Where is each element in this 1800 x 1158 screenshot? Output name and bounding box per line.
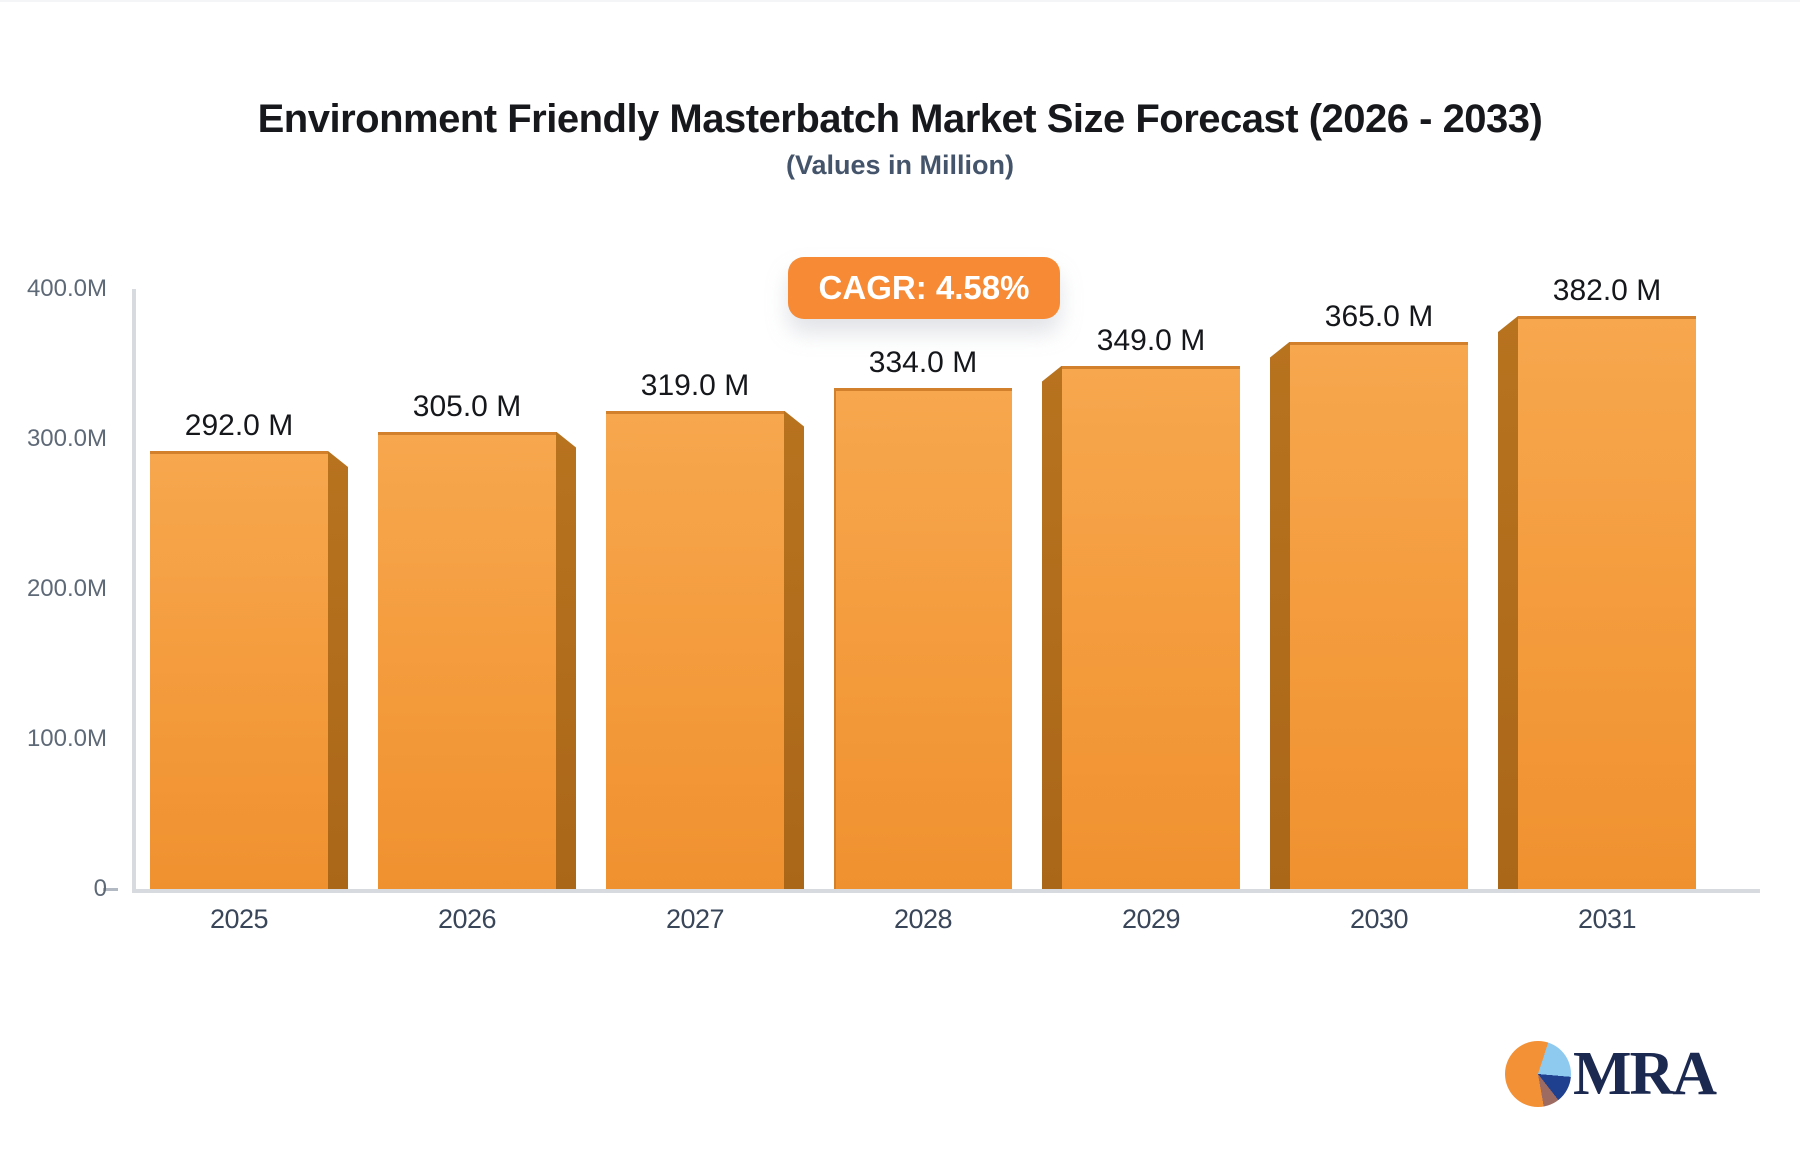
- bar-value-label: 349.0 M: [1096, 323, 1206, 357]
- chart-subtitle: (Values in Million): [785, 150, 1015, 180]
- y-tick-label: 100.0M: [26, 725, 107, 752]
- x-tick-label: 2026: [437, 904, 497, 934]
- x-tick-label: 2028: [893, 904, 953, 934]
- bar-value-label: 334.0 M: [868, 346, 978, 379]
- bar-side-3d: [1270, 341, 1290, 889]
- y-tick-label: 200.0M: [26, 575, 107, 602]
- y-axis-line: [132, 289, 136, 893]
- bar: [834, 388, 1012, 889]
- logo-text: MRA: [1573, 1040, 1717, 1108]
- bar-value-label: 305.0 M: [412, 389, 522, 423]
- x-tick-label: 2031: [1577, 904, 1637, 934]
- bar: [1518, 316, 1696, 889]
- bar-side-3d: [1498, 316, 1518, 889]
- bar: [1290, 341, 1468, 889]
- zero-tick-mark: [103, 888, 118, 891]
- x-tick-label: 2029: [1121, 904, 1181, 934]
- y-tick-label: 0: [93, 875, 107, 902]
- bar-value-label: 382.0 M: [1552, 274, 1662, 307]
- chart-title: Environment Friendly Masterbatch Market …: [257, 97, 1543, 141]
- x-tick-label: 2027: [665, 904, 725, 934]
- bar-value-label: 365.0 M: [1324, 299, 1434, 333]
- y-tick-label: 300.0M: [26, 425, 107, 452]
- bar-side-3d: [328, 451, 348, 889]
- bar: [1062, 365, 1240, 889]
- x-tick-label: 2025: [209, 904, 269, 934]
- cagr-badge-label: CAGR: 4.58%: [818, 269, 1030, 306]
- bar: [606, 410, 784, 889]
- bar: [150, 451, 328, 889]
- pie-chart-logo-icon: [1505, 1041, 1571, 1107]
- bar: [378, 431, 556, 889]
- mra-logo: MRA: [1505, 1040, 1717, 1108]
- bar-value-label: 292.0 M: [184, 409, 294, 442]
- bar-value-label: 319.0 M: [640, 368, 750, 402]
- cagr-badge: CAGR: 4.58%: [788, 257, 1060, 319]
- y-tick-label: 400.0M: [26, 275, 107, 302]
- x-axis-line: [132, 889, 1760, 893]
- bar-side-3d: [784, 410, 804, 889]
- bar-side-3d: [1042, 365, 1062, 889]
- bar-side-3d: [556, 431, 576, 889]
- x-tick-label: 2030: [1349, 904, 1409, 934]
